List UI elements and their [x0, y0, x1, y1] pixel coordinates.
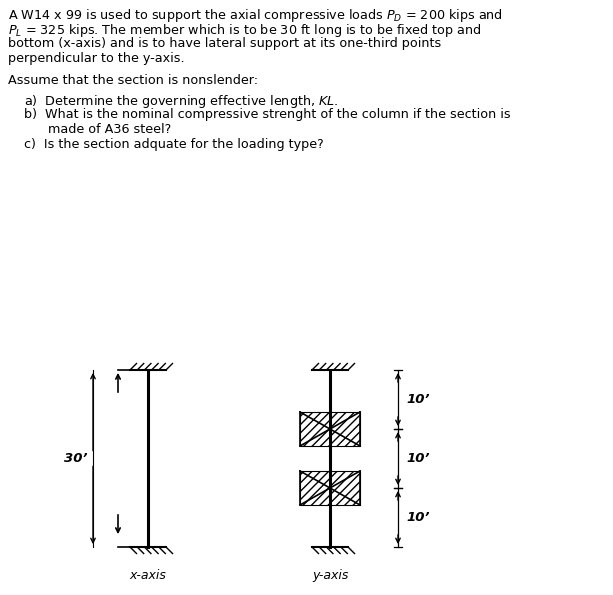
FancyBboxPatch shape: [330, 412, 360, 446]
Text: a)  Determine the governing effective length, $KL$.: a) Determine the governing effective len…: [24, 93, 338, 110]
FancyBboxPatch shape: [330, 471, 360, 505]
Text: Assume that the section is nonslender:: Assume that the section is nonslender:: [8, 74, 258, 87]
Text: y-axis: y-axis: [312, 569, 348, 582]
Text: b)  What is the nominal compressive strenght of the column if the section is: b) What is the nominal compressive stren…: [24, 108, 511, 121]
Text: A W14 x 99 is used to support the axial compressive loads $P_D$ = 200 kips and: A W14 x 99 is used to support the axial …: [8, 7, 503, 24]
Text: x-axis: x-axis: [129, 569, 167, 582]
Text: perpendicular to the y-axis.: perpendicular to the y-axis.: [8, 52, 185, 65]
Text: 10’: 10’: [406, 452, 430, 465]
Text: bottom (x-axis) and is to have lateral support at its one-third points: bottom (x-axis) and is to have lateral s…: [8, 37, 441, 50]
Text: c)  Is the section adquate for the loading type?: c) Is the section adquate for the loadin…: [24, 138, 324, 151]
FancyBboxPatch shape: [300, 412, 330, 446]
Text: 30’: 30’: [64, 452, 88, 465]
Text: made of A36 steel?: made of A36 steel?: [24, 123, 171, 136]
Text: 10’: 10’: [406, 511, 430, 524]
FancyBboxPatch shape: [300, 471, 330, 505]
Text: 10’: 10’: [406, 393, 430, 406]
Text: $P_L$ = 325 kips. The member which is to be 30 ft long is to be fixed top and: $P_L$ = 325 kips. The member which is to…: [8, 22, 482, 39]
